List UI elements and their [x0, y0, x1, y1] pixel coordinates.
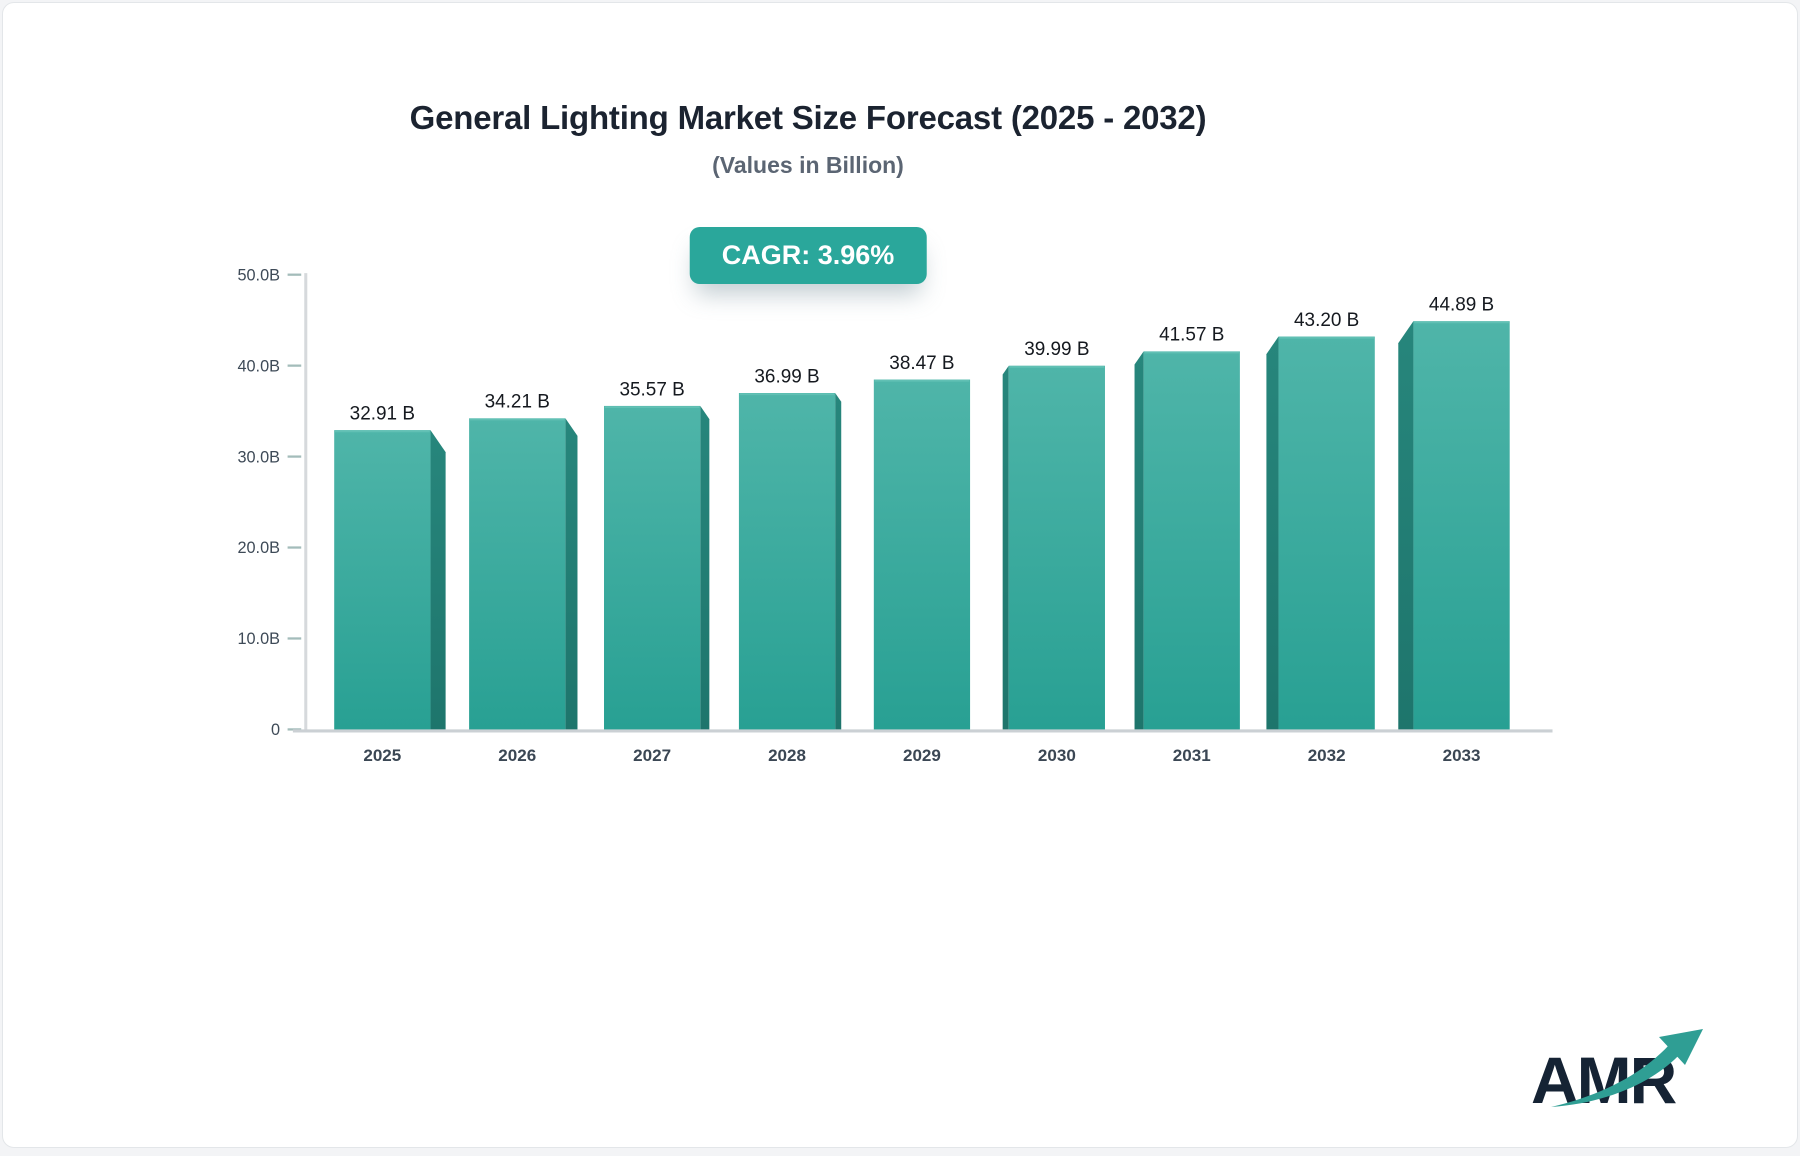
bar-side-face — [1134, 351, 1144, 730]
bar-front-face — [873, 379, 971, 730]
bar-side-face — [1002, 365, 1009, 730]
logo-arrowhead-icon — [1659, 1029, 1703, 1065]
x-axis-label: 2033 — [1443, 746, 1481, 765]
bar-side-face — [1266, 336, 1279, 730]
y-tick-label: 30.0B — [237, 448, 280, 466]
x-axis-label: 2031 — [1173, 746, 1211, 765]
bar-chart-plot: 50.0B 40.0B 30.0B 20.0B 10.0B 0 32.91 B 2025 34.… — [237, 266, 1553, 766]
bar-value-label: 34.21 B — [485, 392, 550, 413]
bar-front-face — [738, 393, 836, 730]
bar-front-face — [1413, 321, 1510, 730]
bar-front-face — [469, 418, 566, 730]
bar-2030[interactable]: 39.99 B 2030 — [1002, 339, 1105, 765]
bar-2032[interactable]: 43.20 B 2032 — [1266, 310, 1375, 765]
x-axis-label: 2025 — [363, 746, 401, 765]
chart-title: General Lighting Market Size Forecast (2… — [409, 99, 1207, 136]
bar-front-face — [1278, 336, 1375, 730]
y-tick-label: 50.0B — [237, 266, 280, 284]
bar-2029[interactable]: 38.47 B 2029 — [873, 353, 971, 765]
x-axis-label: 2026 — [498, 746, 536, 765]
bar-2031[interactable]: 41.57 B 2031 — [1134, 325, 1240, 766]
bar-value-label: 32.91 B — [350, 404, 415, 425]
bar-2028[interactable]: 36.99 B 2028 — [738, 366, 842, 765]
cagr-badge: CAGR: 3.96% — [689, 227, 927, 284]
y-tick-label: 10.0B — [237, 630, 280, 648]
bar-side-face — [700, 405, 710, 730]
logo-text: AMR — [1531, 1043, 1677, 1117]
bar-value-label: 44.89 B — [1429, 295, 1494, 316]
bar-2027[interactable]: 35.57 B 2027 — [604, 379, 710, 765]
bar-value-label: 35.57 B — [619, 379, 684, 400]
bar-value-label: 38.47 B — [889, 353, 954, 374]
logo-growth-arrow-icon — [1551, 1045, 1681, 1107]
x-axis-label: 2030 — [1038, 746, 1076, 765]
y-tick-label: 40.0B — [237, 357, 280, 375]
bar-side-face — [1398, 321, 1414, 730]
x-axis-label: 2032 — [1308, 746, 1346, 765]
bar-value-label: 41.57 B — [1159, 325, 1224, 346]
bar-value-label: 43.20 B — [1294, 310, 1359, 331]
y-tick-label: 0 — [271, 721, 280, 739]
bar-value-label: 36.99 B — [754, 366, 819, 387]
x-axis-label: 2029 — [903, 746, 941, 765]
bar-side-face — [835, 393, 842, 730]
amr-logo: AMR — [1531, 1029, 1703, 1117]
bar-side-face — [565, 418, 578, 730]
y-tick-label: 20.0B — [237, 539, 280, 557]
x-axis-label: 2028 — [768, 746, 806, 765]
bar-value-label: 39.99 B — [1024, 339, 1089, 360]
bar-side-face — [430, 430, 446, 730]
bar-2033[interactable]: 44.89 B 2033 — [1398, 295, 1510, 766]
bar-2025[interactable]: 32.91 B 2025 — [334, 404, 446, 766]
bar-front-face — [334, 430, 431, 730]
bar-2026[interactable]: 34.21 B 2026 — [469, 392, 578, 766]
bar-front-face — [1143, 351, 1240, 730]
bar-front-face — [1008, 365, 1105, 730]
x-axis-label: 2027 — [633, 746, 671, 765]
bar-front-face — [604, 405, 701, 730]
chart-subtitle: (Values in Billion) — [712, 152, 904, 178]
